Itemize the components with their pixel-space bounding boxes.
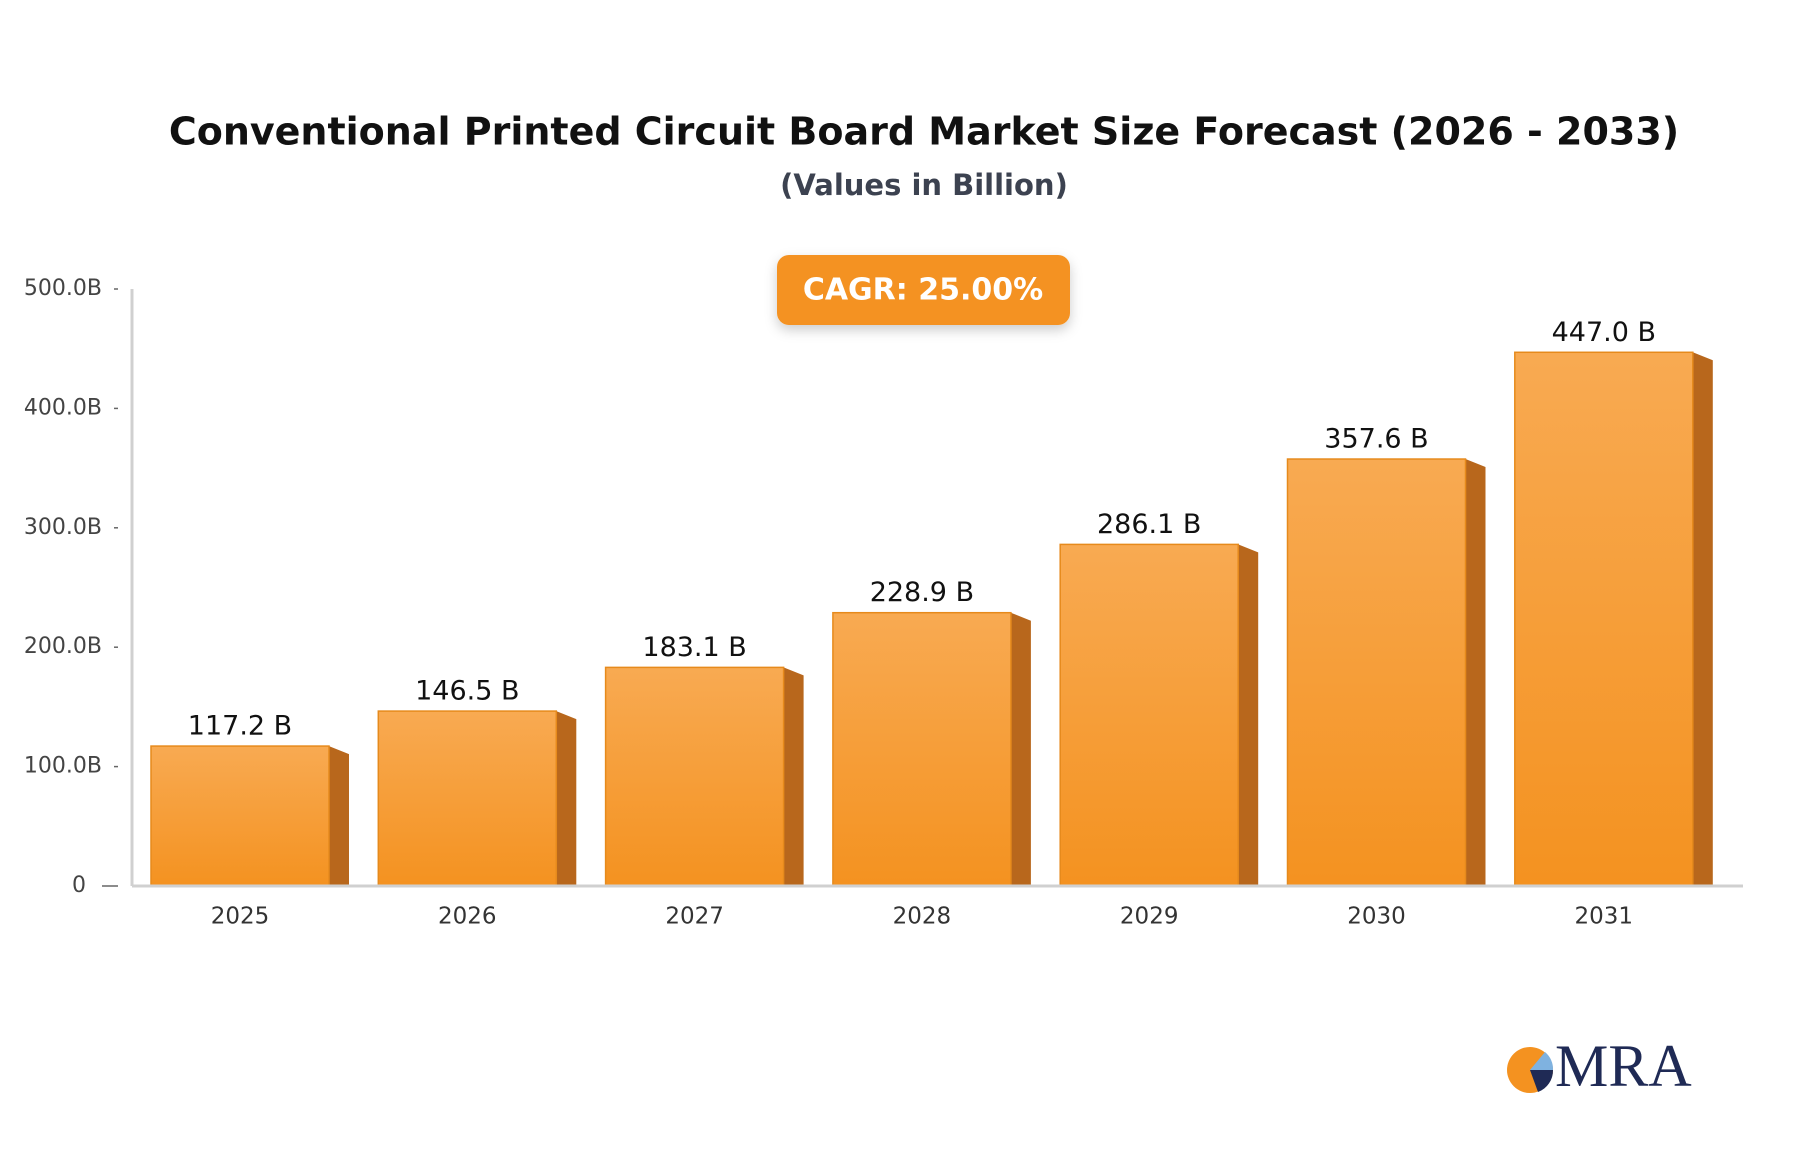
y-tick-label: 500.0B [24,276,102,301]
bar-side [1465,459,1486,886]
bar [150,745,330,887]
chart-title: Conventional Printed Circuit Board Marke… [169,110,1679,154]
bar-side [556,711,577,886]
bar [1286,458,1467,887]
cagr-label: CAGR: 25.00% [803,273,1043,308]
x-tick-label: 2031 [1575,904,1634,930]
bar [377,710,558,887]
y-tick-label: 0 [72,873,86,898]
value-label: 117.2 B [188,711,292,742]
chart-subtitle: (Values in Billion) [780,168,1068,202]
bar [1059,543,1239,887]
value-label: 357.6 B [1324,424,1428,455]
bar [832,611,1012,887]
logo-text: MRA [1555,1033,1692,1099]
bar-side [1238,544,1259,886]
bar-side [783,667,804,886]
bar [604,666,785,887]
logo: MRA [1507,1033,1692,1099]
y-tick-label: 400.0B [24,395,102,420]
y-tick-label: 200.0B [24,634,102,659]
cagr-badge [777,255,1070,325]
y-tick-label: 100.0B [24,754,102,779]
x-tick-label: 2025 [211,904,270,930]
y-tick-label: 300.0B [24,515,102,540]
x-tick-label: 2026 [438,904,497,930]
value-label: 146.5 B [415,676,519,707]
bar-side [329,746,349,886]
bar-side [1010,612,1031,886]
bar-side [1692,352,1713,887]
x-tick-label: 2028 [893,904,952,930]
value-label: 183.1 B [642,632,746,663]
x-tick-label: 2027 [665,904,724,930]
bar [1514,351,1694,887]
x-tick-label: 2030 [1347,904,1406,930]
value-label: 286.1 B [1097,509,1201,540]
value-label: 228.9 B [870,577,974,608]
x-tick-label: 2029 [1120,904,1179,930]
value-label: 447.0 B [1552,317,1656,348]
